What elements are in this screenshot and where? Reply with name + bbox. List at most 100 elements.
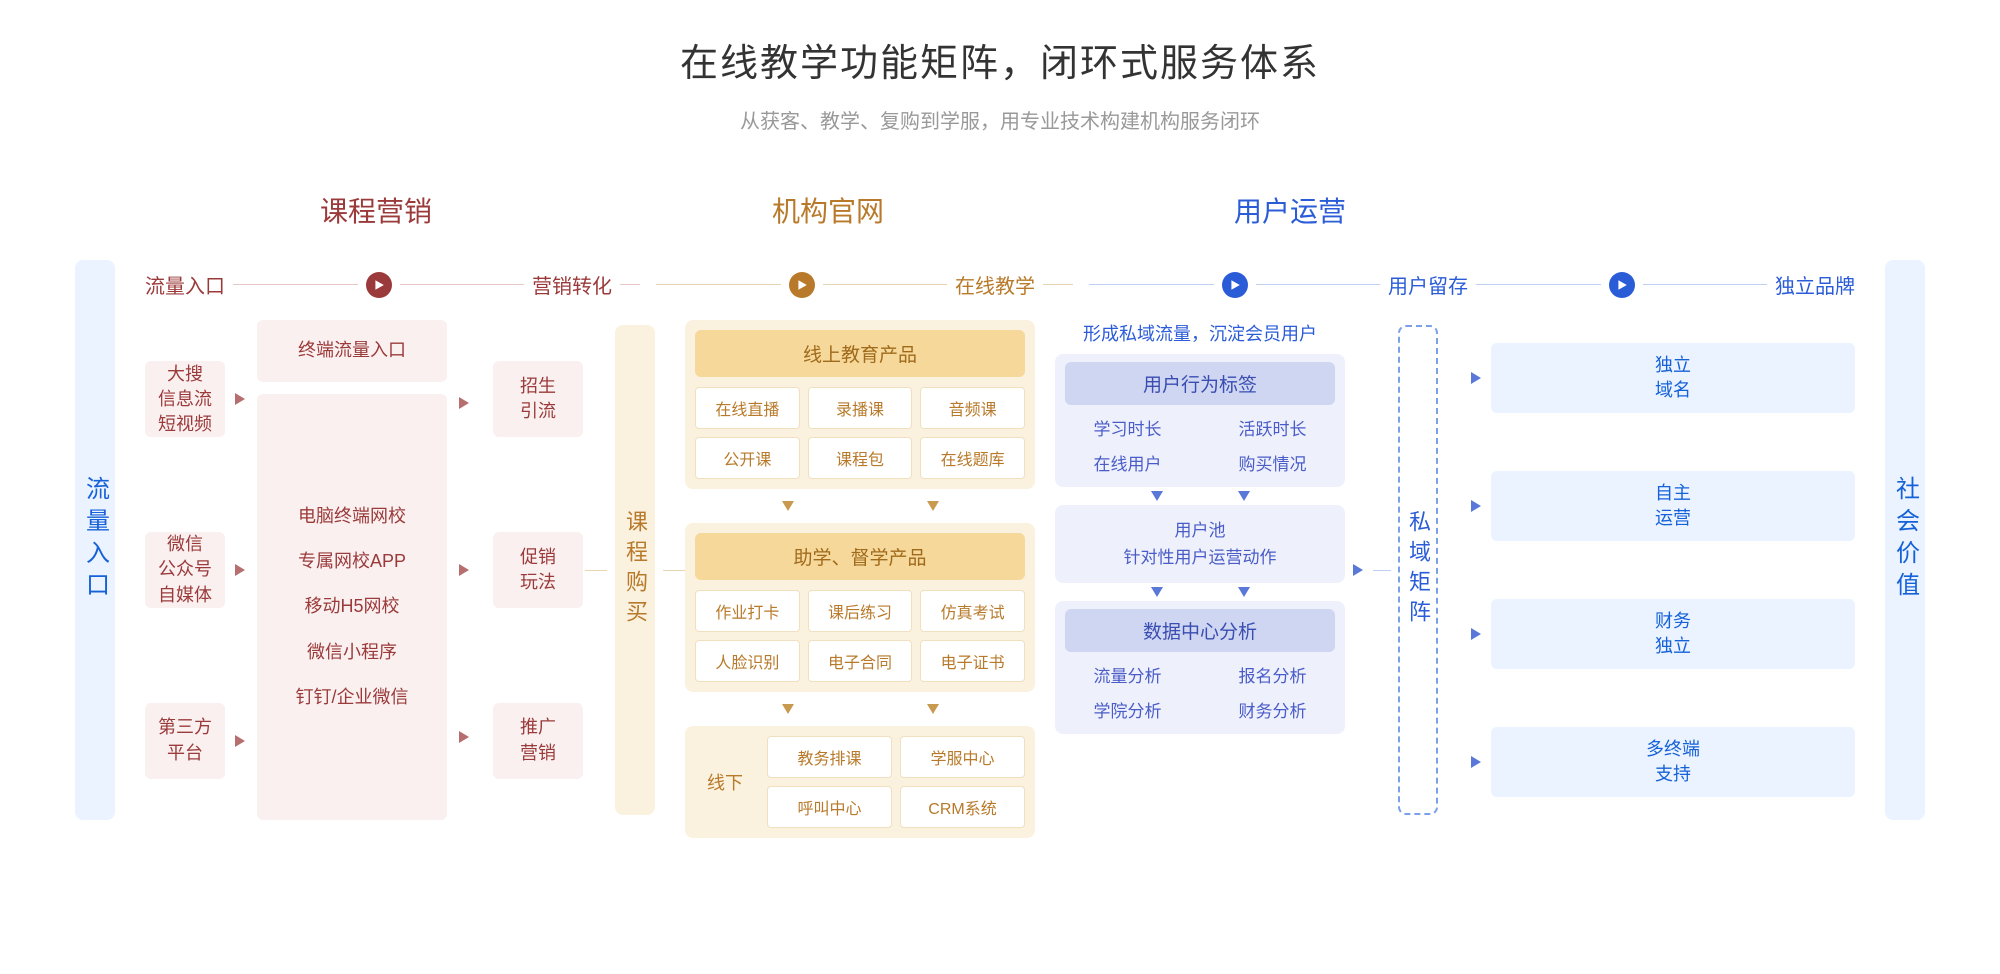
metric-item: 学习时长 [1094,415,1162,440]
connector-line [1089,284,1214,285]
ops-column: 形成私域流量，沉淀会员用户 用户行为标签 学习时长 活跃时长 在线用户 购买情况… [1055,320,1345,820]
product-chip: 教务排课 [767,736,892,778]
arrow-down-icon [1238,587,1250,597]
product-chip: 学服中心 [900,736,1025,778]
arrow-down-icon [1238,491,1250,501]
group-title: 线上教育产品 [695,330,1025,377]
product-chip: 录播课 [808,387,913,429]
brand-box: 独立域名 [1491,343,1855,413]
arrow-right-icon [459,731,469,743]
product-chip: 音频课 [920,387,1025,429]
offline-group: 线下 教务排课 学服中心 呼叫中心 CRM系统 [685,726,1035,838]
subhead-0: 流量入口 [145,270,225,299]
channel-item: 移动H5网校 [304,594,399,619]
product-chip: 课程包 [808,437,913,479]
section-headers: 课程营销 机构官网 用户运营 [0,190,2000,230]
channel-item: 钉钉/企业微信 [295,685,408,710]
arrow-right-icon [235,735,245,747]
arrow-right-icon [1353,320,1363,820]
section-ops: 用户运营 [1234,190,1346,230]
play-dot-icon [366,272,392,298]
product-chip: 呼叫中心 [767,786,892,828]
arrow-right-icon [1471,628,1481,640]
metric-item: 活跃时长 [1239,415,1307,440]
connector-line [400,284,525,285]
connector-line [1256,284,1381,285]
brand-box: 财务独立 [1491,599,1855,669]
conversion-box: 招生引流 [493,361,583,437]
private-matrix-pillar: 私域矩阵 [1373,320,1463,820]
connector-line [823,284,948,285]
conversion-box: 促销玩法 [493,532,583,608]
connector-line [1643,284,1768,285]
arrow-right-icon [235,393,245,405]
arrow-right-icon [1471,372,1481,384]
arrow-down-icon [782,704,794,714]
connector-line [656,284,781,285]
metric-item: 购买情况 [1239,450,1307,475]
main-title: 在线教学功能矩阵，闭环式服务体系 [0,0,2000,87]
group-title: 数据中心分析 [1065,609,1335,652]
study-aid-group: 助学、督学产品 作业打卡 课后练习 仿真考试 人脸识别 电子合同 电子证书 [685,523,1035,692]
datacenter-group: 数据中心分析 流量分析 报名分析 学院分析 财务分析 [1055,601,1345,734]
pool-sub: 针对性用户运营动作 [1067,544,1333,571]
section-official: 机构官网 [772,190,884,230]
product-chip: 仿真考试 [920,590,1025,632]
subhead-1: 营销转化 [532,270,612,299]
product-chip: 作业打卡 [695,590,800,632]
arrow-down-icon [927,501,939,511]
subhead-3: 用户留存 [1388,270,1468,299]
metric-item: 报名分析 [1239,662,1307,687]
play-dot-icon [1609,272,1635,298]
channel-top: 终端流量入口 [257,320,447,382]
subhead-2: 在线教学 [955,270,1035,299]
product-chip: 人脸识别 [695,640,800,682]
channel-item: 专属网校APP [298,549,406,574]
product-chip: 公开课 [695,437,800,479]
arrow-down-icon [1151,587,1163,597]
group-title: 用户行为标签 [1065,362,1335,405]
metric-item: 学院分析 [1094,697,1162,722]
product-chip: 课后练习 [808,590,913,632]
diagram-body: 大搜信息流短视频 微信公众号自媒体 第三方平台 终端流量入口 电脑终端网校 专属… [145,320,1855,820]
brand-column: 独立域名 自主运营 财务独立 多终端支持 [1471,320,1855,820]
online-product-group: 线上教育产品 在线直播 录播课 音频课 公开课 课程包 在线题库 [685,320,1035,489]
arrow-down-icon [782,501,794,511]
brand-box: 多终端支持 [1491,727,1855,797]
arrow-down-icon [927,704,939,714]
channel-item: 微信小程序 [307,640,397,665]
teaching-column: 线上教育产品 在线直播 录播课 音频课 公开课 课程包 在线题库 助学、督学产品… [685,320,1035,820]
arrow-right-icon [1471,756,1481,768]
channel-item: 电脑终端网校 [298,504,406,529]
product-chip: 在线题库 [920,437,1025,479]
connector-line [620,284,640,285]
marketing-column: 大搜信息流短视频 微信公众号自媒体 第三方平台 终端流量入口 电脑终端网校 专属… [145,320,585,820]
group-title: 助学、督学产品 [695,533,1025,580]
subtitle: 从获客、教学、复购到学服，用专业技术构建机构服务闭环 [0,105,2000,134]
purchase-pillar: 课程购买 [585,320,685,820]
brand-box: 自主运营 [1491,471,1855,541]
conversion-box: 推广营销 [493,703,583,779]
offline-label: 线下 [695,769,755,795]
traffic-entry: 微信公众号自媒体 [145,532,225,608]
product-chip: CRM系统 [900,786,1025,828]
user-pool-group: 用户池 针对性用户运营动作 [1055,505,1345,583]
blue-caption: 形成私域流量，沉淀会员用户 [1083,320,1317,346]
left-pillar: 流量入口 [75,260,115,820]
play-dot-icon [789,272,815,298]
behavior-group: 用户行为标签 学习时长 活跃时长 在线用户 购买情况 [1055,354,1345,487]
traffic-entry: 第三方平台 [145,703,225,779]
right-pillar: 社会价值 [1885,260,1925,820]
metric-item: 财务分析 [1239,697,1307,722]
metric-item: 流量分析 [1094,662,1162,687]
play-dot-icon [1222,272,1248,298]
connector-line [233,284,358,285]
arrow-down-icon [1151,491,1163,501]
arrow-right-icon [1471,500,1481,512]
connector-line [1476,284,1601,285]
subhead-4: 独立品牌 [1775,270,1855,299]
traffic-entry: 大搜信息流短视频 [145,361,225,437]
connector-line [1043,284,1073,285]
product-chip: 电子合同 [808,640,913,682]
product-chip: 电子证书 [920,640,1025,682]
